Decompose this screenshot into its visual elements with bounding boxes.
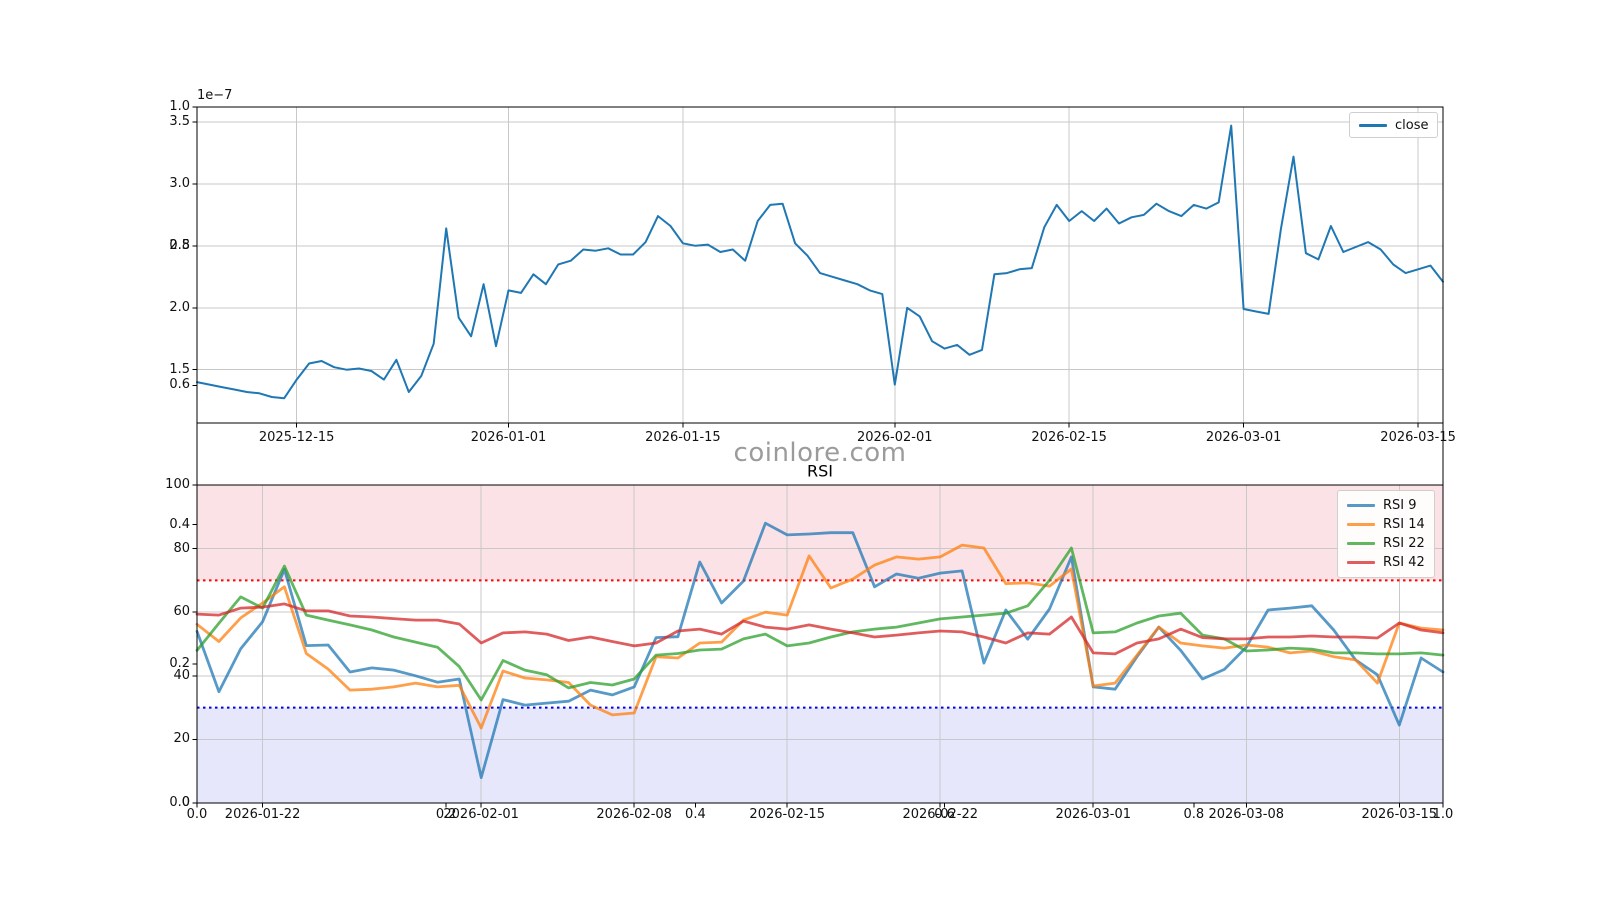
price-ytick-label: 2.5: [169, 237, 190, 253]
overlay-xtick-label: 0.6: [934, 807, 955, 822]
overlay-ytick-label: 0.4: [169, 516, 190, 532]
rsi-xtick-label: 2026-02-01: [443, 807, 519, 822]
rsi42-legend-label: RSI 42: [1383, 555, 1425, 570]
rsi-xtick-label: 2026-03-01: [1055, 807, 1132, 822]
price-xtick-label: 2026-03-01: [1205, 430, 1282, 445]
overlay-xtick-label: 0.4: [685, 807, 706, 822]
rsi-ytick-label: 60: [173, 604, 190, 620]
rsi14-legend-label: RSI 14: [1383, 517, 1425, 532]
close-legend-label: close: [1395, 117, 1429, 133]
rsi-ytick-label: 80: [173, 540, 190, 556]
overlay-ytick-label: 0.2: [169, 655, 190, 671]
legend-item-rsi9: RSI 9: [1347, 496, 1425, 515]
rsi-xtick-label: 2026-02-22: [902, 807, 978, 822]
rsi9-legend-label: RSI 9: [1383, 498, 1417, 513]
rsi-chart-title: RSI: [807, 461, 833, 481]
rsi-series-rsi-42: [195, 602, 1445, 656]
overlay-ytick-label: 0.8: [169, 238, 190, 254]
rsi-xtick-label: 2026-02-15: [749, 807, 825, 822]
price-frame: [196, 106, 1444, 424]
overlay-xtick-label: 0.8: [1183, 807, 1205, 822]
rsi-ytick-label: 0: [181, 795, 190, 810]
rsi-ytick-label: 20: [173, 731, 190, 747]
price-ytick-label: 2.0: [169, 299, 190, 315]
rsi-xtick-label: 2026-03-08: [1208, 807, 1285, 822]
rsi14-legend-line-icon: [1347, 523, 1375, 526]
y-axis-offset-label: 1e−7: [197, 88, 233, 103]
price-xtick-label: 2026-03-15: [1380, 430, 1456, 445]
legend-item-rsi22: RSI 22: [1347, 534, 1425, 553]
overlay-axes-frame: [196, 106, 1444, 804]
rsi-series-rsi-22: [195, 546, 1445, 702]
rsi42-legend-line-icon: [1347, 561, 1375, 564]
overlay-xtick-label: 1.0: [1432, 807, 1454, 822]
price-xtick-label: 2026-02-15: [1031, 430, 1107, 445]
price-ytick-label: 1.5: [169, 361, 190, 377]
overlay-xtick-label: 0.0: [186, 807, 208, 822]
rsi22-legend-label: RSI 22: [1383, 536, 1425, 551]
rsi-xtick-label: 2026-03-15: [1361, 807, 1438, 822]
rsi9-legend-line-icon: [1347, 504, 1375, 507]
rsi-legend: RSI 9 RSI 14 RSI 22 RSI 42: [1337, 490, 1435, 578]
close-legend-line-icon: [1359, 123, 1387, 127]
overlay-xtick-label: 0.2: [435, 807, 457, 822]
legend-item-rsi14: RSI 14: [1347, 515, 1425, 534]
rsi-series-rsi-14: [195, 543, 1445, 730]
rsi-band-oversold: [197, 707, 1443, 803]
price-legend: close: [1349, 112, 1439, 138]
overlay-ytick-label: 1.0: [169, 99, 190, 114]
price-xtick-label: 2026-01-15: [645, 430, 721, 445]
price-ytick-label: 3.0: [169, 175, 190, 191]
rsi-xtick-label: 2026-01-22: [224, 807, 301, 822]
price-xtick-label: 2026-02-01: [856, 430, 933, 445]
rsi22-legend-line-icon: [1347, 542, 1375, 545]
price-ytick-label: 3.5: [169, 113, 190, 129]
overlay-ytick-label: 0.0: [169, 795, 190, 810]
price-xtick-label: 2026-01-01: [470, 430, 547, 445]
legend-item-rsi42: RSI 42: [1347, 553, 1425, 572]
legend-item-close: close: [1359, 118, 1428, 133]
rsi-ytick-label: 40: [173, 667, 190, 683]
rsi-ytick-label: 100: [165, 477, 190, 492]
overlay-ytick-label: 0.6: [169, 377, 190, 393]
price-series-close: [196, 124, 1444, 400]
price-xtick-label: 2025-12-15: [258, 430, 335, 445]
rsi-series-rsi-9: [195, 521, 1445, 779]
watermark: coinlore.com: [733, 438, 907, 468]
rsi-xtick-label: 2026-02-08: [596, 807, 672, 822]
